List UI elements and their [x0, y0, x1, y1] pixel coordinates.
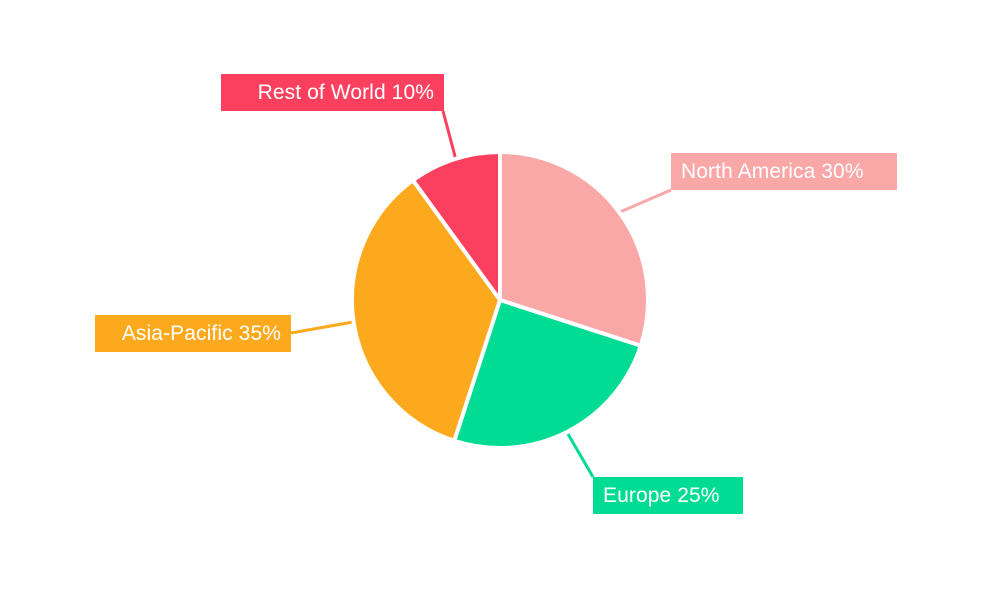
- leader-line-europe: [566, 433, 595, 478]
- pie-label-text-asia-pacific: Asia-Pacific 35%: [121, 322, 281, 345]
- pie-label-text-rest-of-world: Rest of World 10%: [257, 81, 434, 104]
- pie-slice-europe[interactable]: [452, 298, 643, 450]
- leader-line-north-america: [619, 188, 672, 214]
- pie-label-north-america: North America 30%: [671, 153, 897, 190]
- pie-label-text-europe: Europe 25%: [603, 484, 720, 507]
- leader-line-asia-pacific: [290, 320, 354, 335]
- pie-slices-group: [350, 150, 650, 450]
- pie-label-rest-of-world: Rest of World 10%: [221, 74, 444, 111]
- pie-label-text-north-america: North America 30%: [681, 160, 864, 183]
- pie-label-asia-pacific: Asia-Pacific 35%: [95, 315, 291, 352]
- leader-lines-group: [290, 110, 672, 478]
- pie-slice-rest-of-world[interactable]: [411, 150, 502, 302]
- pie-slice-asia-pacific[interactable]: [350, 178, 502, 443]
- pie-label-europe: Europe 25%: [593, 477, 743, 514]
- leader-line-rest-of-world: [441, 110, 458, 161]
- pie-slice-north-america[interactable]: [498, 150, 650, 348]
